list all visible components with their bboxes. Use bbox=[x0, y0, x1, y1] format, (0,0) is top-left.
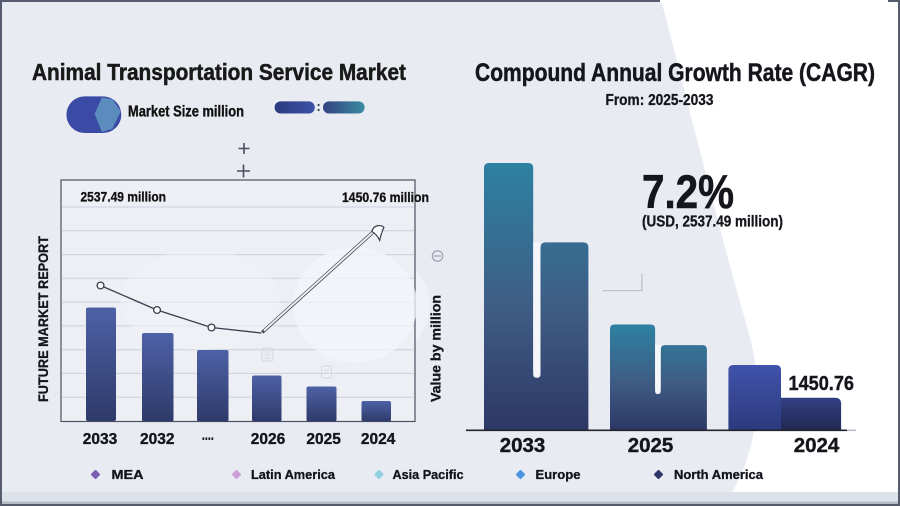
svg-text:Compound Annual Growth Rate (C: Compound Annual Growth Rate (CAGR) bbox=[475, 59, 875, 87]
svg-text:2025: 2025 bbox=[628, 434, 674, 457]
svg-text:Asia Pacific: Asia Pacific bbox=[393, 467, 464, 482]
svg-text:(USD, 2537.49 million): (USD, 2537.49 million) bbox=[642, 214, 783, 231]
svg-text:2032: 2032 bbox=[140, 431, 174, 448]
svg-text:FUTURE MARKET REPORT: FUTURE MARKET REPORT bbox=[36, 235, 51, 402]
svg-text:Market Size million: Market Size million bbox=[128, 104, 244, 121]
svg-text:2026: 2026 bbox=[251, 431, 286, 448]
svg-text:MEA: MEA bbox=[112, 467, 145, 482]
svg-text:2025: 2025 bbox=[306, 431, 341, 448]
svg-text:Europe: Europe bbox=[536, 467, 581, 482]
svg-text:1450.76 million: 1450.76 million bbox=[342, 189, 429, 205]
svg-text:2033: 2033 bbox=[83, 431, 118, 448]
svg-text:2024: 2024 bbox=[794, 434, 840, 457]
svg-text:1450.76: 1450.76 bbox=[789, 373, 855, 395]
svg-text:2024: 2024 bbox=[361, 431, 396, 448]
svg-text:Animal Transportation Service: Animal Transportation Service Market bbox=[32, 59, 406, 85]
svg-text:2033: 2033 bbox=[500, 434, 546, 457]
svg-text:From: 2025-2033: From: 2025-2033 bbox=[606, 92, 714, 109]
svg-text:7.2%: 7.2% bbox=[642, 165, 734, 218]
svg-text:North America: North America bbox=[674, 467, 764, 482]
svg-text:2537.49 million: 2537.49 million bbox=[81, 189, 167, 205]
svg-text:Latin America: Latin America bbox=[251, 467, 336, 482]
svg-text:Value by million: Value by million bbox=[429, 295, 444, 402]
